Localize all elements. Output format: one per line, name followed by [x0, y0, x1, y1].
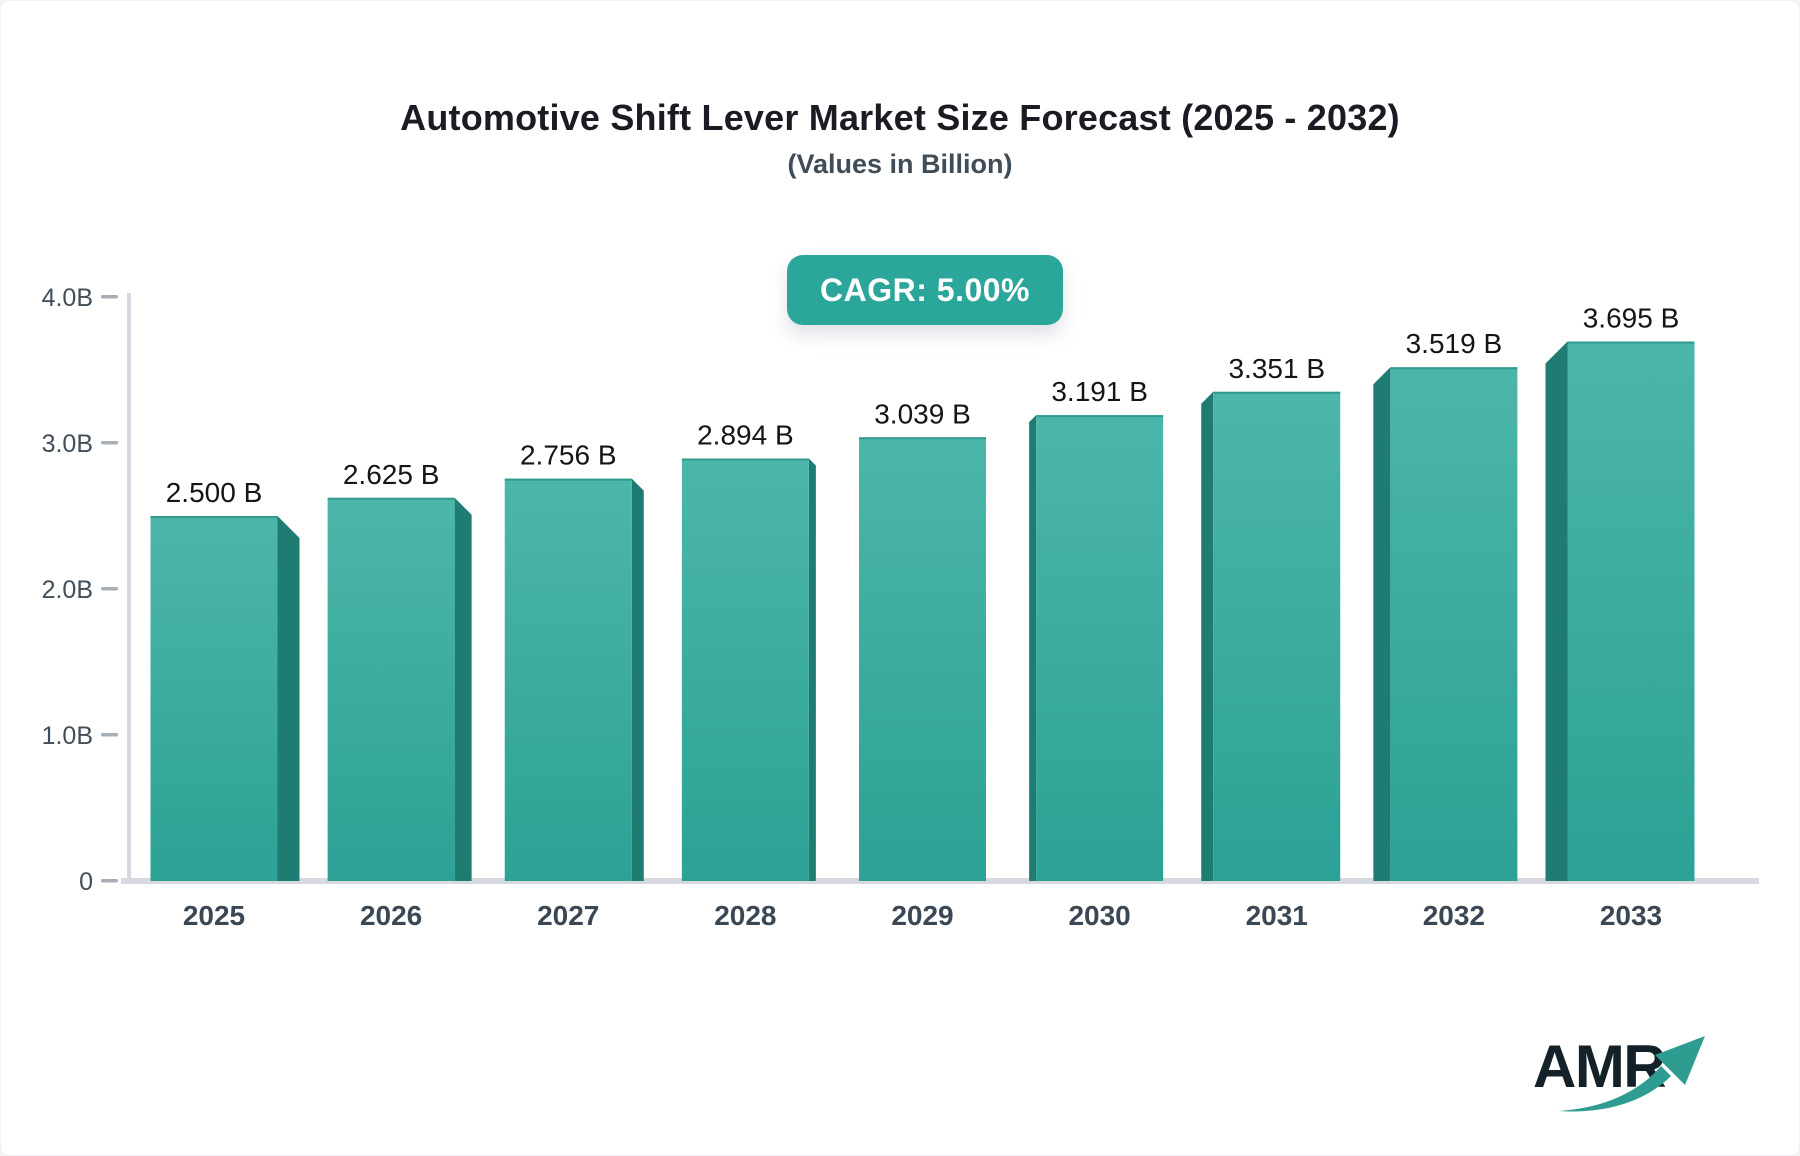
x-axis-label: 2031	[1246, 900, 1308, 931]
amr-logo: AMR	[1533, 1029, 1743, 1119]
y-tick-dash	[101, 733, 118, 737]
y-tick-dash	[101, 441, 118, 445]
chart-subtitle: (Values in Billion)	[787, 149, 1013, 179]
bar-value-label: 2.625 B	[343, 459, 440, 490]
x-axis-label: 2027	[537, 900, 599, 931]
bar-value-label: 3.351 B	[1228, 353, 1325, 384]
bar-side-face	[1545, 341, 1568, 881]
bar-side-face	[277, 516, 300, 881]
x-axis-label: 2026	[360, 900, 422, 931]
bar-face	[1213, 391, 1341, 881]
bar-face	[681, 458, 809, 881]
bar-value-label: 2.500 B	[166, 477, 263, 508]
bar-value-label: 3.039 B	[874, 398, 971, 429]
cagr-badge: CAGR: 5.00%	[787, 255, 1063, 325]
bar-value-label: 3.695 B	[1583, 303, 1680, 334]
y-tick-label: 0	[79, 868, 93, 896]
bar-face	[859, 437, 986, 881]
bar-group-2026: 2.625 B 2026	[327, 459, 472, 931]
x-axis-label: 2032	[1423, 900, 1485, 931]
bar-value-label: 3.191 B	[1051, 376, 1148, 407]
bar-face	[504, 478, 632, 881]
y-tick-label: 4.0B	[42, 284, 93, 312]
x-axis-label: 2033	[1600, 900, 1662, 931]
y-tick-label: 3.0B	[42, 430, 93, 458]
bar-side-face	[1373, 367, 1391, 881]
bar-side-face	[454, 497, 472, 881]
bar-face	[1036, 415, 1164, 881]
y-tick-dash	[101, 587, 118, 591]
x-axis-label: 2029	[891, 900, 953, 931]
x-axis-label: 2030	[1068, 900, 1130, 931]
bar-face	[327, 497, 455, 881]
bar-group-2027: 2.756 B 2027	[504, 440, 644, 931]
bar-side-face	[808, 458, 816, 881]
bar-value-label: 2.894 B	[697, 419, 794, 450]
bar-group-2033: 3.695 B 2033	[1545, 303, 1695, 931]
bar-group-2030: 3.191 B 2030	[1029, 376, 1164, 931]
x-axis-label: 2025	[183, 900, 245, 931]
bar-group-2032: 3.519 B 2032	[1373, 328, 1518, 931]
bar-group-2031: 3.351 B 2031	[1201, 353, 1341, 931]
bar-group-2025: 2.500 B 2025	[150, 477, 300, 931]
bar-side-face	[1029, 415, 1037, 881]
bar-group-2029: 3.039 B 2029	[859, 398, 986, 931]
y-axis-line	[127, 293, 131, 881]
bar-face	[150, 516, 278, 881]
bar-value-label: 2.756 B	[520, 440, 617, 471]
bar-value-label: 3.519 B	[1406, 328, 1503, 359]
y-tick-dash	[101, 879, 118, 883]
bar-face	[1390, 367, 1518, 881]
bar-side-face	[1201, 391, 1214, 881]
x-axis-label: 2028	[714, 900, 776, 931]
y-tick-dash	[101, 295, 118, 299]
bar-side-face	[631, 478, 644, 881]
y-tick-label: 1.0B	[42, 722, 93, 750]
page-title: Automotive Shift Lever Market Size Forec…	[400, 97, 1400, 138]
bar-group-2028: 2.894 B 2028	[681, 419, 816, 931]
y-tick-label: 2.0B	[42, 576, 93, 604]
trending-up-arrow-icon	[1559, 1036, 1705, 1112]
bar-face	[1567, 341, 1695, 881]
